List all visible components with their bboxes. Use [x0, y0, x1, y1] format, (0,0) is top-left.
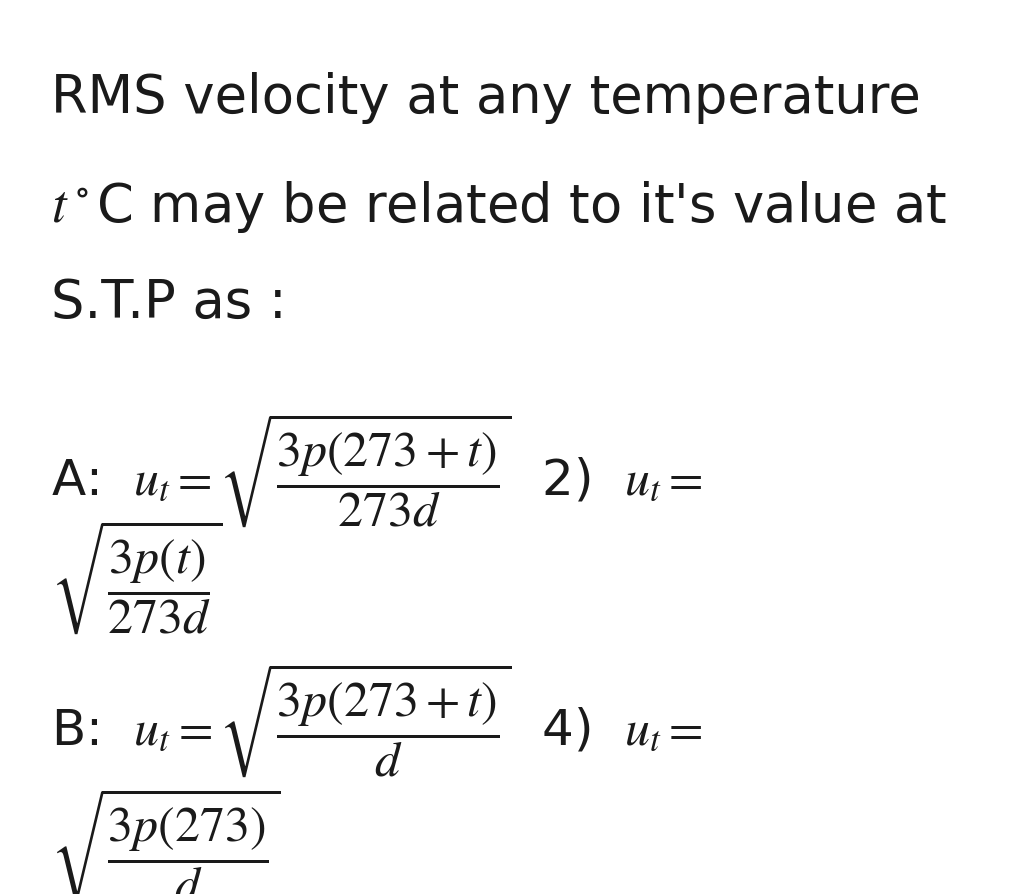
- Text: A:  $u_t = \sqrt{\dfrac{3p(273+t)}{273d}}$  2)  $u_t =$: A: $u_t = \sqrt{\dfrac{3p(273+t)}{273d}}…: [51, 411, 702, 528]
- Text: B:  $u_t = \sqrt{\dfrac{3p(273+t)}{d}}$  4)  $u_t =$: B: $u_t = \sqrt{\dfrac{3p(273+t)}{d}}$ 4…: [51, 662, 702, 779]
- Text: S.T.P as :: S.T.P as :: [51, 277, 287, 329]
- Text: $t^\circ$C may be related to it's value at: $t^\circ$C may be related to it's value …: [51, 179, 947, 235]
- Text: $\sqrt{\dfrac{3p(t)}{273d}}$: $\sqrt{\dfrac{3p(t)}{273d}}$: [51, 519, 222, 636]
- Text: RMS velocity at any temperature: RMS velocity at any temperature: [51, 72, 921, 123]
- Text: $\sqrt{\dfrac{3p(273)}{d}}$: $\sqrt{\dfrac{3p(273)}{d}}$: [51, 787, 281, 894]
